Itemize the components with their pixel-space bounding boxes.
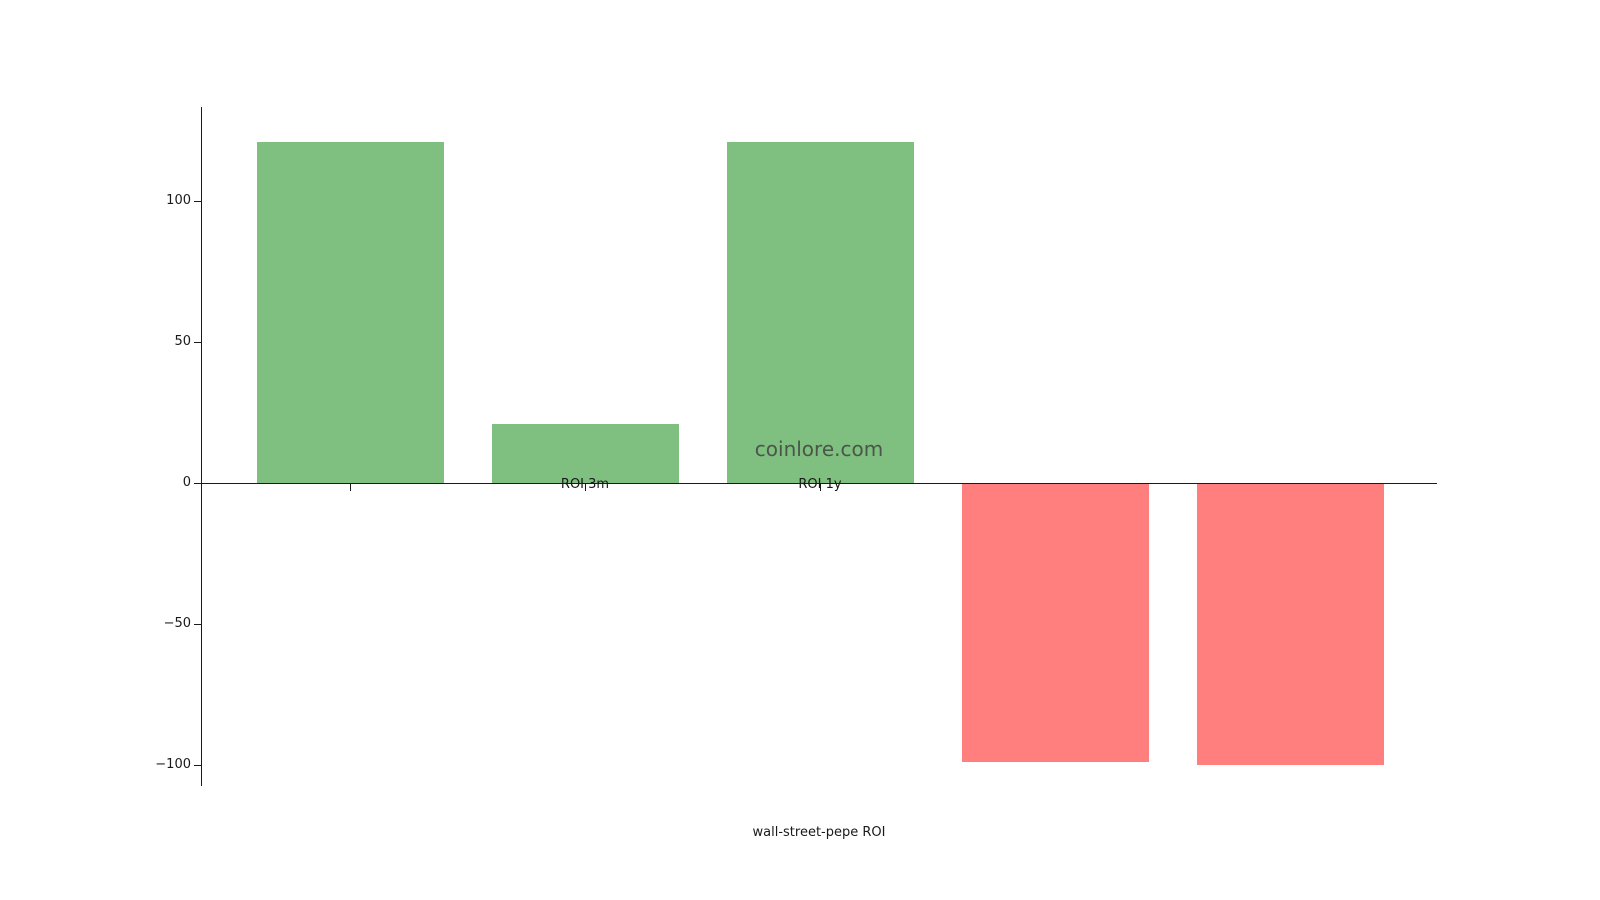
x-tick	[820, 484, 821, 491]
bar-2	[726, 141, 914, 483]
y-tick	[194, 201, 201, 202]
y-tick	[194, 483, 201, 484]
bar-3	[961, 483, 1149, 763]
x-tick-label: ROI 1y	[798, 477, 842, 492]
x-axis-line	[201, 483, 1437, 484]
y-tick	[194, 624, 201, 625]
x-tick-label: ROI 3m	[560, 477, 610, 492]
y-axis-line	[201, 107, 202, 786]
watermark: coinlore.com	[754, 437, 884, 461]
y-tick-label: 0	[182, 475, 191, 490]
chart-title: wall-street-pepe ROI	[752, 825, 886, 840]
y-tick-label: 50	[174, 334, 191, 349]
x-tick	[350, 484, 351, 491]
y-tick	[194, 342, 201, 343]
bar-0	[256, 141, 444, 483]
y-tick-label: −50	[163, 616, 191, 631]
y-tick	[194, 765, 201, 766]
x-tick	[585, 484, 586, 491]
bar-1	[491, 423, 679, 483]
bar-4	[1196, 483, 1384, 765]
y-tick-label: −100	[155, 757, 191, 772]
y-tick-label: 100	[166, 193, 191, 208]
